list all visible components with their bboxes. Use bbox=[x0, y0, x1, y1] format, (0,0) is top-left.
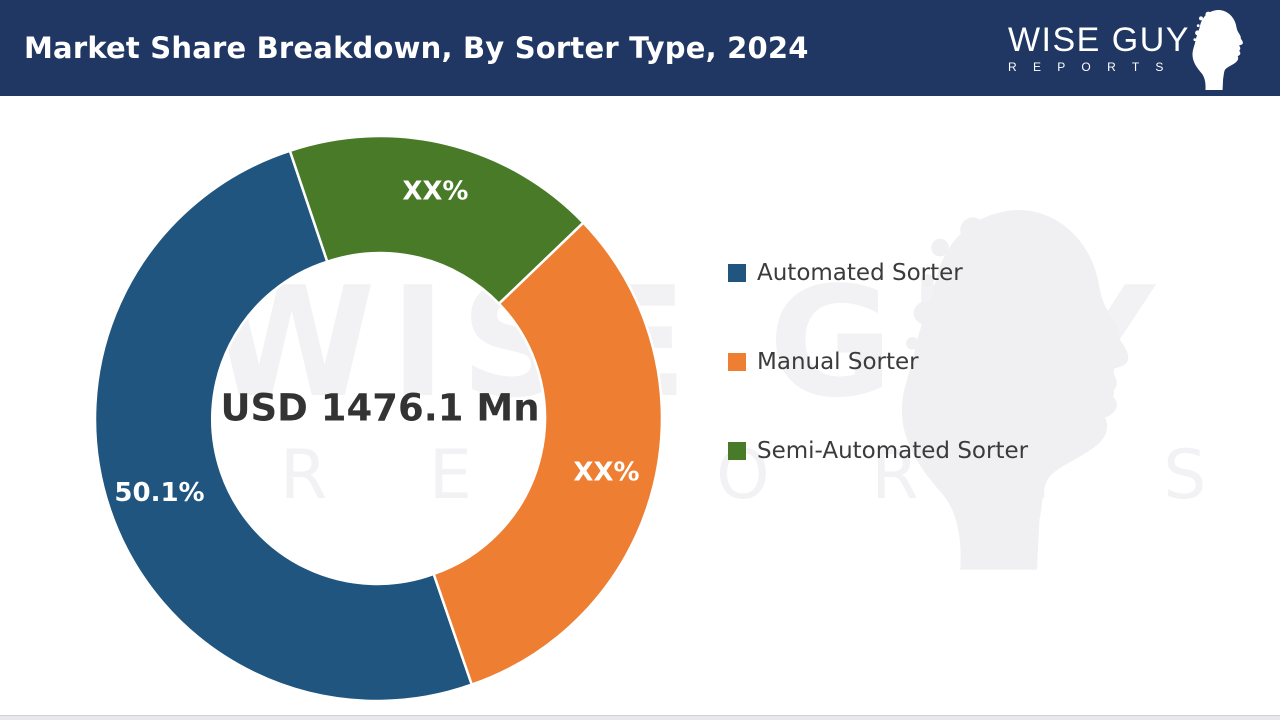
logo-wordmark-line2: R E P O R T S bbox=[1007, 59, 1170, 74]
legend-label-automated: Automated Sorter bbox=[757, 260, 963, 286]
logo-wordmark: WISE GUY R E P O R T S bbox=[1008, 23, 1190, 74]
page-title: Market Share Breakdown, By Sorter Type, … bbox=[24, 31, 809, 65]
legend-swatch-manual bbox=[728, 353, 746, 371]
segment-label-0: 50.1% bbox=[114, 478, 204, 508]
legend-swatch-automated bbox=[728, 264, 746, 282]
logo-face-icon bbox=[1192, 9, 1243, 90]
legend-row-manual: Manual Sorter bbox=[728, 348, 1028, 376]
center-value: USD 1476.1 Mn bbox=[220, 387, 539, 430]
legend-swatch-semi-automated bbox=[728, 442, 746, 460]
donut-segment-0 bbox=[93, 149, 474, 703]
segment-label-2: XX% bbox=[573, 458, 639, 488]
segment-label-1: XX% bbox=[402, 177, 468, 207]
legend: Automated Sorter Manual Sorter Semi-Auto… bbox=[728, 259, 1028, 526]
donut-segment-1 bbox=[288, 134, 585, 305]
donut-segment-2 bbox=[432, 221, 664, 686]
legend-label-semi-automated: Semi-Automated Sorter bbox=[757, 438, 1029, 464]
logo-wordmark-line1: WISE GUY bbox=[1007, 20, 1190, 59]
header: Market Share Breakdown, By Sorter Type, … bbox=[0, 0, 1280, 96]
donut-chart: 50.1% XX% XX% USD 1476.1 Mn bbox=[93, 134, 664, 703]
logo: WISE GUY R E P O R T S bbox=[1008, 6, 1270, 90]
legend-label-manual: Manual Sorter bbox=[757, 349, 919, 375]
bottom-bar bbox=[0, 715, 1280, 720]
legend-row-semi-automated: Semi-Automated Sorter bbox=[728, 437, 1028, 465]
legend-row-automated: Automated Sorter bbox=[728, 259, 1028, 287]
